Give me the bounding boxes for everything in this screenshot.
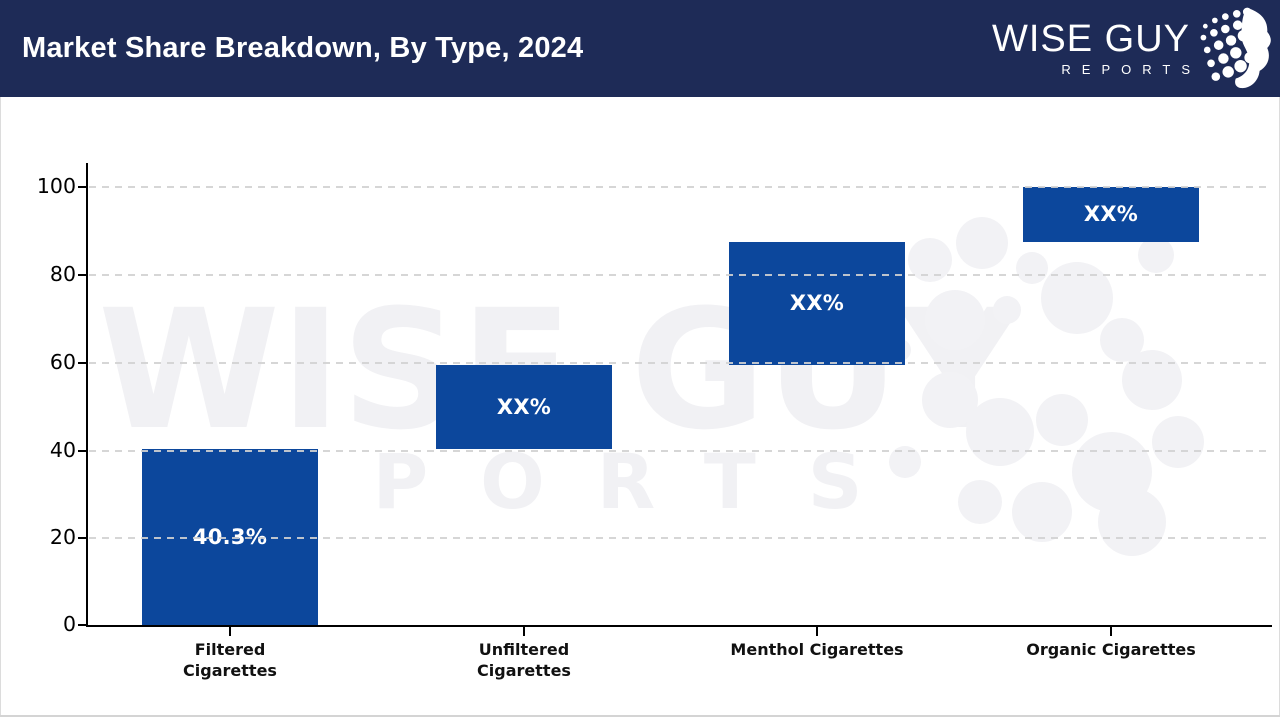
- y-tick-mark: [78, 624, 86, 626]
- y-tick-mark: [78, 186, 86, 188]
- category-label-menthol: Menthol Cigarettes: [697, 639, 937, 660]
- y-axis-line: [86, 163, 88, 627]
- category-label-line: Cigarettes: [477, 661, 571, 680]
- x-axis-line: [86, 625, 1272, 627]
- y-tick-mark: [78, 362, 86, 364]
- y-tick-mark: [78, 450, 86, 452]
- y-tick-mark: [78, 537, 86, 539]
- gridline-20: [89, 537, 1270, 539]
- y-tick-label: 20: [49, 525, 76, 549]
- bar-value-label: XX%: [789, 291, 845, 316]
- y-tick-label: 80: [49, 262, 76, 286]
- logo-reports-label: REPORTS: [1061, 62, 1201, 77]
- gridline-80: [89, 274, 1270, 276]
- y-tick-label: 60: [49, 350, 76, 374]
- y-tick-label: 40: [49, 438, 76, 462]
- logo-wise-guy-label: WISE GUY: [991, 18, 1190, 60]
- x-tick-mark: [1110, 627, 1112, 636]
- x-tick-mark: [816, 627, 818, 636]
- bottom-border-line: [0, 715, 1280, 717]
- page-title: Market Share Breakdown, By Type, 2024: [22, 32, 584, 64]
- x-tick-mark: [523, 627, 525, 636]
- y-tick-label: 0: [62, 612, 76, 636]
- category-label-line: Cigarettes: [183, 661, 277, 680]
- wise-guy-reports-logo: WISE GUY REPORTS: [992, 0, 1272, 97]
- y-tick-mark: [78, 274, 86, 276]
- bar-value-label: XX%: [1083, 202, 1139, 227]
- gridline-60: [89, 362, 1270, 364]
- bar-value-label: XX%: [496, 394, 552, 419]
- gridline-40: [89, 450, 1270, 452]
- dotted-head-logo-icon: [1200, 7, 1271, 88]
- y-tick-label: 100: [36, 174, 76, 198]
- x-tick-mark: [229, 627, 231, 636]
- watermark-dotted-head-icon: [889, 210, 1204, 556]
- gridline-100: [89, 186, 1270, 188]
- left-border-line: [0, 97, 1, 717]
- category-label-organic: Organic Cigarettes: [991, 639, 1231, 660]
- header: Market Share Breakdown, By Type, 2024 WI…: [0, 0, 1280, 97]
- bar-unfiltered-cigarettes: XX%: [436, 364, 612, 449]
- category-label-line: Unfiltered: [478, 640, 570, 659]
- category-label-line: Organic Cigarettes: [1026, 640, 1196, 659]
- category-label-line: Filtered: [194, 640, 266, 659]
- category-label-filtered: Filtered Cigarettes: [110, 639, 350, 681]
- category-label-line: Menthol Cigarettes: [730, 640, 904, 659]
- bar-menthol-cigarettes: XX%: [729, 241, 905, 365]
- logo-text: WISE GUY REPORTS: [992, 20, 1190, 77]
- bar-organic-cigarettes: XX%: [1023, 187, 1199, 242]
- category-label-unfiltered: Unfiltered Cigarettes: [404, 639, 644, 681]
